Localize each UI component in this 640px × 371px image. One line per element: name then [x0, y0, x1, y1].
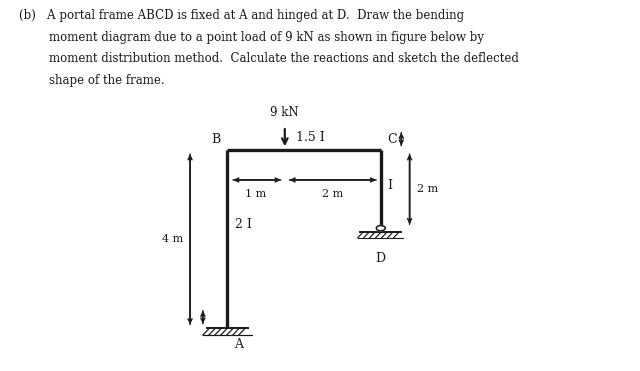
Text: shape of the frame.: shape of the frame.	[19, 74, 165, 87]
Text: 2 m: 2 m	[417, 184, 438, 194]
Text: B: B	[212, 133, 221, 146]
Text: 1.5 I: 1.5 I	[296, 131, 325, 144]
Text: I: I	[387, 179, 392, 192]
Text: 2 I: 2 I	[235, 218, 252, 231]
Text: 9 kN: 9 kN	[271, 106, 299, 119]
Text: A: A	[234, 338, 243, 351]
Text: 2 m: 2 m	[322, 189, 344, 199]
Text: C: C	[387, 133, 397, 146]
Text: 4 m: 4 m	[163, 234, 184, 244]
Text: moment distribution method.  Calculate the reactions and sketch the deflected: moment distribution method. Calculate th…	[19, 52, 519, 65]
Text: D: D	[376, 252, 386, 265]
Text: (b)   A portal frame ABCD is fixed at A and hinged at D.  Draw the bending: (b) A portal frame ABCD is fixed at A an…	[19, 9, 465, 22]
Circle shape	[376, 226, 385, 231]
Text: moment diagram due to a point load of 9 kN as shown in figure below by: moment diagram due to a point load of 9 …	[19, 31, 484, 44]
Text: 1 m: 1 m	[245, 189, 267, 199]
